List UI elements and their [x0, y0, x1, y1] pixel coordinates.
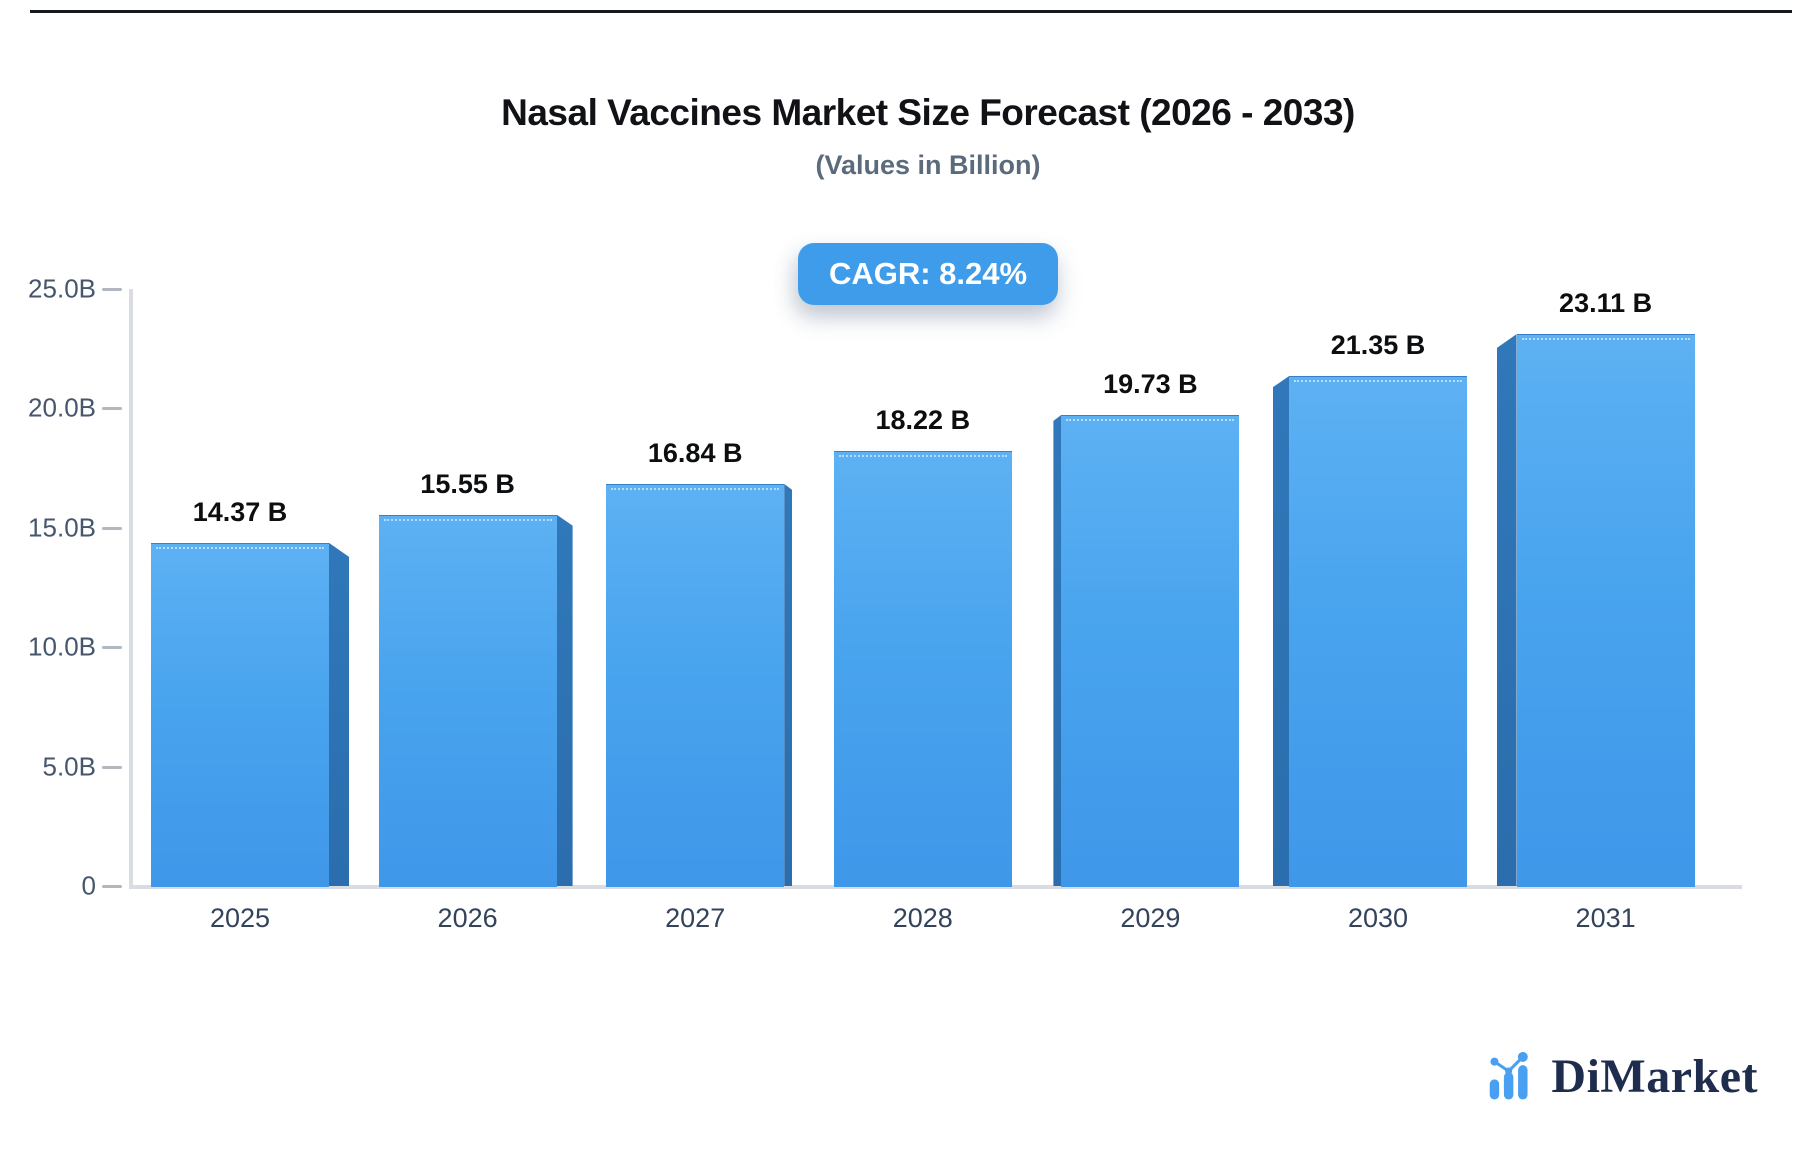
bar-2028[interactable]: [833, 450, 1012, 887]
y-axis-tick-label: 10.0B: [28, 631, 96, 662]
bar-3d-side-left: [1496, 334, 1517, 886]
x-axis-label: 2029: [1120, 903, 1181, 933]
x-axis-label: 2030: [1347, 903, 1409, 933]
bar-2027[interactable]: [606, 483, 785, 887]
bar-value-label: 19.73 B: [1103, 368, 1198, 399]
y-tick-dash: [102, 765, 122, 769]
chart-title: Nasal Vaccines Market Size Forecast (202…: [501, 92, 1355, 133]
bar-value-label: 18.22 B: [875, 404, 971, 435]
bar-top-highlight: [1294, 380, 1462, 383]
bar-3d-side-right: [556, 514, 573, 886]
bar-2030[interactable]: [1289, 376, 1467, 887]
bar-top-highlight: [611, 487, 780, 490]
bar-top-highlight: [1521, 338, 1690, 341]
bar-top-highlight: [383, 518, 552, 521]
bar-value-label: 15.55 B: [420, 468, 515, 499]
x-axis-label: 2031: [1575, 903, 1636, 933]
bar-top-highlight: [1066, 418, 1235, 421]
y-axis-tick-label: 5.0B: [42, 751, 97, 782]
y-axis-tick-label: 25.0B: [28, 273, 96, 304]
bar-value-label: 16.84 B: [647, 437, 743, 468]
x-axis-label: 2026: [437, 903, 498, 933]
y-axis-tick-label: 20.0B: [28, 392, 96, 423]
cagr-badge: CAGR: 8.24%: [797, 243, 1059, 305]
bar-3d-side-right: [329, 542, 349, 886]
bar-2029[interactable]: [1061, 414, 1240, 887]
top-border-rule: [30, 10, 1792, 13]
bar-2026[interactable]: [378, 514, 557, 887]
y-axis-tick-label: 15.0B: [28, 512, 96, 543]
bar-top-highlight: [838, 454, 1007, 457]
bar-3d-side-right: [784, 483, 793, 886]
x-axis-label: 2025: [209, 903, 271, 933]
x-axis-label: 2027: [665, 903, 726, 933]
y-tick-dash: [102, 288, 122, 291]
bar-value-label: 21.35 B: [1330, 330, 1426, 361]
brand-logo: DiMarket: [1485, 1049, 1758, 1104]
y-axis-tick-label: 0: [81, 870, 96, 901]
brand-name: DiMarket: [1551, 1050, 1758, 1103]
x-axis-line: [129, 885, 1742, 889]
y-tick-dash: [102, 407, 122, 411]
bar-2025[interactable]: [151, 542, 329, 887]
bar-value-label: 23.11 B: [1559, 288, 1653, 319]
y-tick-dash: [102, 526, 122, 530]
bar-chart-logo-icon: [1490, 1051, 1529, 1099]
y-axis-line: [129, 289, 133, 889]
x-axis-label: 2028: [892, 903, 953, 933]
bar-top-highlight: [156, 546, 324, 549]
y-tick-dash: [102, 885, 122, 888]
bar-3d-side-left: [1053, 414, 1062, 886]
bar-3d-side-left: [1273, 376, 1289, 886]
y-tick-dash: [102, 646, 122, 650]
bar-value-label: 14.37 B: [192, 496, 288, 527]
bar-2031[interactable]: [1516, 334, 1695, 887]
chart-subtitle: (Values in Billion): [815, 150, 1041, 180]
chart-header: Nasal Vaccines Market Size Forecast (202…: [28, 92, 1800, 305]
